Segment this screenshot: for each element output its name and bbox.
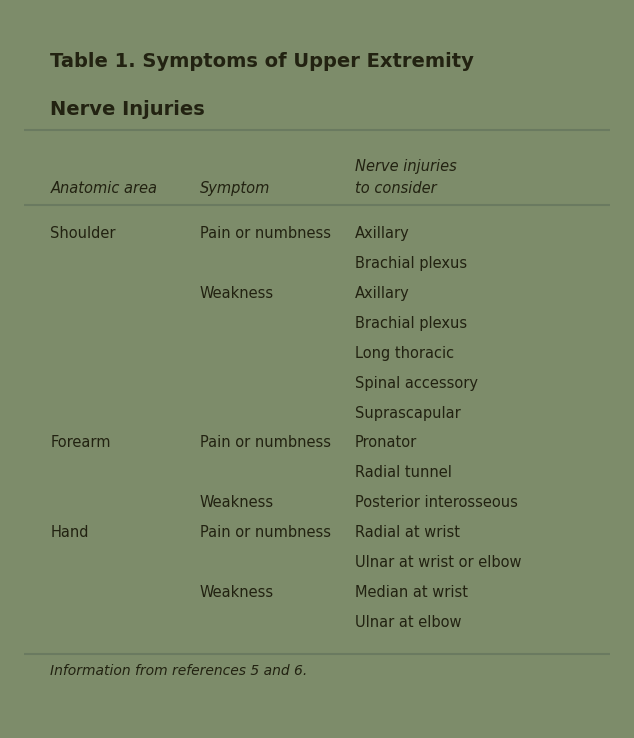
Text: Brachial plexus: Brachial plexus (355, 316, 467, 331)
Text: Nerve injuries: Nerve injuries (355, 159, 457, 174)
Text: Long thoracic: Long thoracic (355, 345, 454, 361)
Text: Pain or numbness: Pain or numbness (200, 435, 331, 450)
Text: Radial at wrist: Radial at wrist (355, 525, 460, 540)
Text: Suprascapular: Suprascapular (355, 406, 461, 421)
Text: Pronator: Pronator (355, 435, 417, 450)
Text: Spinal accessory: Spinal accessory (355, 376, 478, 390)
Text: Brachial plexus: Brachial plexus (355, 256, 467, 271)
Text: Table 1. Symptoms of Upper Extremity: Table 1. Symptoms of Upper Extremity (51, 52, 474, 71)
Text: to consider: to consider (355, 182, 437, 196)
Text: Forearm: Forearm (51, 435, 111, 450)
Text: Weakness: Weakness (200, 495, 274, 511)
Text: Median at wrist: Median at wrist (355, 585, 468, 600)
Text: Anatomic area: Anatomic area (51, 182, 157, 196)
Text: Shoulder: Shoulder (51, 226, 116, 241)
Text: Symptom: Symptom (200, 182, 270, 196)
Text: Weakness: Weakness (200, 585, 274, 600)
Text: Weakness: Weakness (200, 286, 274, 300)
Text: Pain or numbness: Pain or numbness (200, 525, 331, 540)
Text: Posterior interosseous: Posterior interosseous (355, 495, 518, 511)
Text: Axillary: Axillary (355, 286, 410, 300)
Text: Information from references 5 and 6.: Information from references 5 and 6. (51, 663, 307, 677)
Text: Ulnar at elbow: Ulnar at elbow (355, 615, 462, 630)
Text: Nerve Injuries: Nerve Injuries (51, 100, 205, 119)
Text: Ulnar at wrist or elbow: Ulnar at wrist or elbow (355, 555, 522, 570)
Text: Hand: Hand (51, 525, 89, 540)
Text: Pain or numbness: Pain or numbness (200, 226, 331, 241)
Text: Axillary: Axillary (355, 226, 410, 241)
Text: Radial tunnel: Radial tunnel (355, 466, 452, 480)
